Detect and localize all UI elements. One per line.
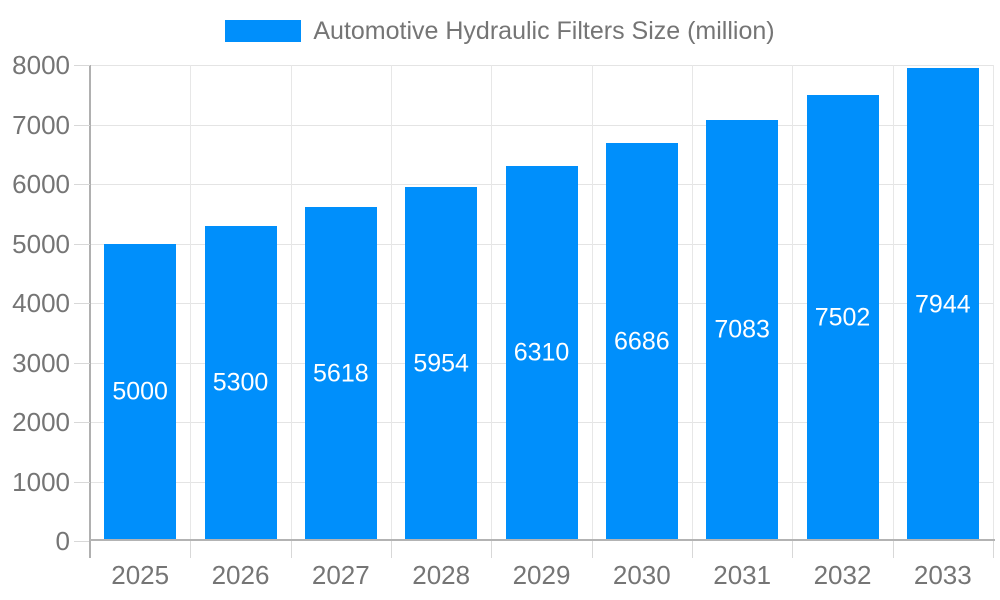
bar-value-label: 6686 (614, 327, 670, 356)
y-axis-label: 7000 (12, 109, 70, 140)
bar-value-label: 5000 (112, 377, 168, 406)
bar-value-label: 7944 (915, 290, 971, 319)
gridline-horizontal (90, 65, 993, 66)
bar-value-label: 5618 (313, 359, 369, 388)
x-axis-label: 2031 (713, 560, 772, 590)
gridline-vertical (391, 65, 392, 541)
legend-swatch (225, 20, 302, 42)
x-axis-line (90, 539, 995, 541)
gridline-vertical (591, 65, 593, 541)
y-axis-label: 3000 (12, 347, 70, 378)
x-axis-tick (692, 541, 693, 558)
y-axis-tick (74, 65, 90, 66)
y-axis-tick (74, 303, 90, 304)
gridline-vertical (491, 65, 493, 541)
gridline-vertical (692, 65, 693, 541)
x-axis-tick (892, 541, 894, 558)
x-axis-label: 2025 (111, 560, 170, 590)
y-axis-tick (74, 481, 90, 483)
bar-value-label: 7502 (814, 303, 871, 332)
x-axis-tick (591, 541, 593, 558)
y-axis-label: 0 (55, 526, 70, 556)
x-axis-label: 2032 (813, 560, 872, 590)
y-axis-tick (74, 362, 90, 364)
x-axis-label: 2030 (612, 560, 671, 590)
bar-value-label: 7083 (714, 315, 770, 344)
x-axis-label: 2029 (512, 560, 571, 590)
y-axis-label: 2000 (12, 407, 70, 437)
y-axis-label: 8000 (12, 50, 70, 80)
gridline-vertical (892, 65, 894, 541)
x-axis-tick (89, 541, 91, 558)
gridline-vertical (290, 65, 292, 541)
bar[interactable]: 7944 (906, 68, 979, 541)
gridline-vertical (792, 65, 794, 541)
x-axis-tick (290, 541, 292, 558)
x-axis-label: 2026 (211, 560, 270, 590)
x-axis-tick (792, 541, 794, 558)
bar[interactable]: 6310 (505, 165, 578, 541)
x-axis-tick (993, 541, 994, 558)
y-axis-tick (74, 124, 90, 126)
y-axis-tick (74, 422, 90, 423)
gridline-horizontal (90, 124, 993, 126)
y-axis-tick (74, 184, 90, 185)
bar[interactable]: 5000 (104, 243, 177, 541)
bar-value-label: 6310 (513, 338, 570, 367)
bar-value-label: 5954 (413, 349, 469, 378)
gridline-vertical (190, 65, 192, 541)
y-axis-label: 6000 (12, 169, 70, 199)
bar[interactable]: 5954 (405, 186, 478, 541)
y-axis-label: 1000 (12, 466, 70, 497)
x-axis-label: 2033 (913, 560, 972, 590)
x-axis-label: 2027 (311, 560, 370, 590)
y-axis-line (89, 65, 91, 541)
y-axis-label: 5000 (12, 228, 70, 259)
legend-label: Automotive Hydraulic Filters Size (milli… (313, 16, 775, 45)
plot-area: 5000 5300 5618 5954 6310 6686 7083 7502 7944 (89, 65, 994, 541)
bar[interactable]: 6686 (605, 143, 678, 541)
x-axis-tick (190, 541, 192, 558)
y-axis-label: 4000 (12, 288, 70, 318)
bar[interactable]: 5300 (204, 225, 277, 541)
bar[interactable]: 7502 (806, 94, 879, 541)
x-axis-tick (491, 541, 493, 558)
bar-value-label: 5300 (212, 368, 269, 397)
bar[interactable]: 5618 (304, 206, 377, 541)
chart-legend[interactable]: Automotive Hydraulic Filters Size (milli… (0, 14, 1000, 48)
y-axis-tick (74, 243, 90, 245)
x-axis-tick (391, 541, 392, 558)
gridline-vertical (993, 65, 994, 541)
bar[interactable]: 7083 (706, 119, 779, 541)
y-axis-tick (74, 541, 90, 542)
x-axis-label: 2028 (412, 560, 471, 590)
